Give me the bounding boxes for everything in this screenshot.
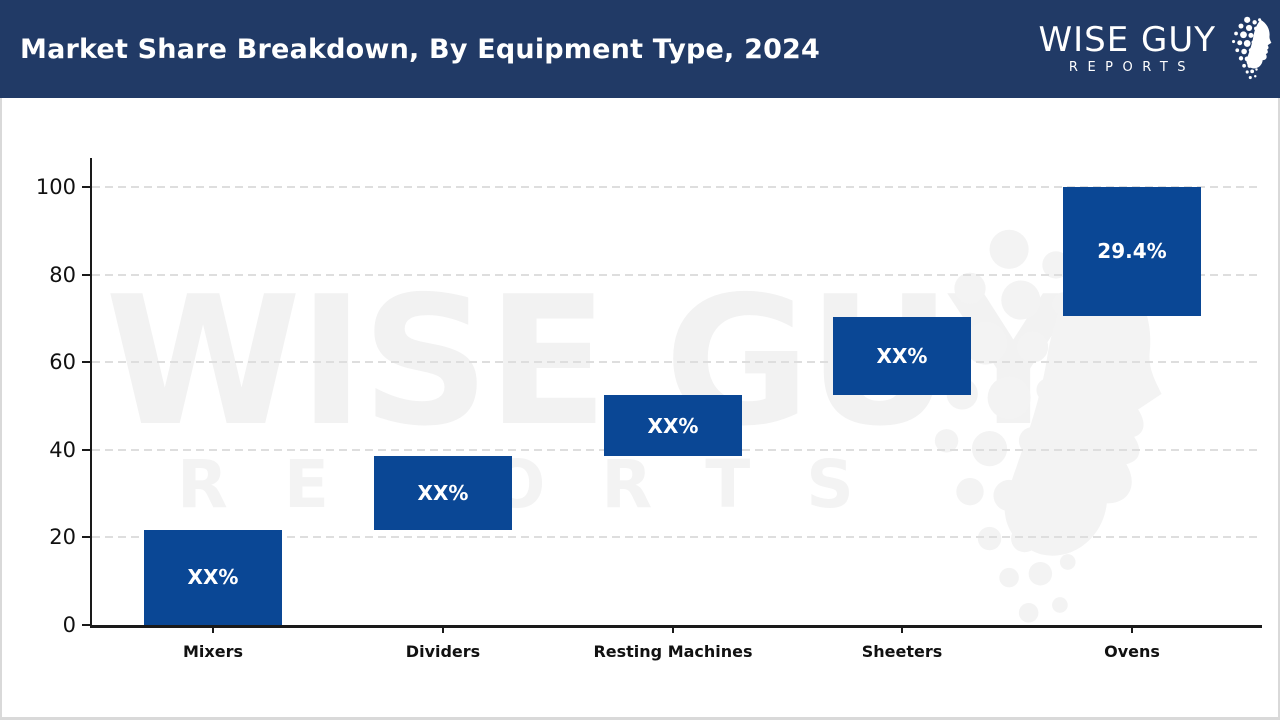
x-tick-label-1: Mixers: [183, 642, 243, 661]
x-tick-label-4: Sheeters: [861, 642, 943, 661]
y-tick-label: 60: [49, 350, 76, 375]
logo-wordmark: WISE GUY REPORTS: [1038, 19, 1216, 76]
x-tick-mark: [1131, 625, 1133, 633]
chart-area: WISE GUY REPORTS 0 20 40 60 80 100 XX% XX% XX% XX…: [0, 98, 1280, 720]
y-tick-mark: [82, 273, 92, 276]
x-tick-mark: [442, 625, 444, 633]
x-tick-mark: [672, 625, 674, 633]
header: Market Share Breakdown, By Equipment Typ…: [0, 0, 1280, 98]
bar-dividers: XX%: [374, 456, 512, 530]
waterfall-chart: 0 20 40 60 80 100 XX% XX% XX% XX% 29.4% Mixers Divid…: [2, 98, 1278, 717]
y-tick-mark: [82, 624, 92, 626]
y-tick-mark: [82, 536, 92, 539]
y-tick-mark: [82, 361, 92, 364]
bar-value-label: XX%: [187, 565, 239, 590]
x-tick-label-5: Ovens: [1104, 642, 1160, 661]
bar-value-label: 29.4%: [1097, 239, 1167, 264]
y-tick-label: 20: [49, 525, 76, 550]
gridline-100: [92, 186, 1260, 188]
gridline-20: [92, 536, 1260, 539]
x-tick-mark: [901, 625, 903, 633]
y-tick-mark: [82, 448, 92, 451]
x-tick-label-2: Dividers: [405, 642, 481, 661]
bar-value-label: XX%: [417, 480, 469, 505]
y-tick-label: 80: [49, 262, 76, 287]
bar-value-label: XX%: [647, 413, 699, 438]
gridline-80: [92, 273, 1260, 276]
bar-sheeters: XX%: [833, 316, 971, 396]
brand-logo: WISE GUY REPORTS: [1038, 9, 1272, 89]
bar-value-label: XX%: [876, 343, 928, 368]
gridline-60: [92, 361, 1260, 364]
page-title: Market Share Breakdown, By Equipment Typ…: [20, 33, 821, 65]
x-axis-line: [90, 625, 1262, 628]
logo-wordmark-line2: REPORTS: [1068, 60, 1196, 76]
x-tick-mark: [212, 625, 214, 633]
y-tick-label: 40: [49, 437, 76, 462]
y-tick-label: 0: [62, 613, 76, 637]
wiseguy-face-icon: [1210, 9, 1272, 89]
watermark-subtext: REPORTS: [177, 446, 910, 523]
y-tick-mark: [82, 186, 92, 188]
bar-ovens: 29.4%: [1063, 187, 1201, 316]
y-tick-label: 100: [35, 175, 76, 199]
x-tick-label-3: Resting Machines: [593, 642, 753, 661]
logo-wordmark-line1: WISE GUY: [1038, 19, 1216, 60]
bar-resting-machines: XX%: [604, 395, 742, 457]
y-axis-line: [90, 158, 92, 627]
bar-mixers: XX%: [144, 529, 282, 625]
